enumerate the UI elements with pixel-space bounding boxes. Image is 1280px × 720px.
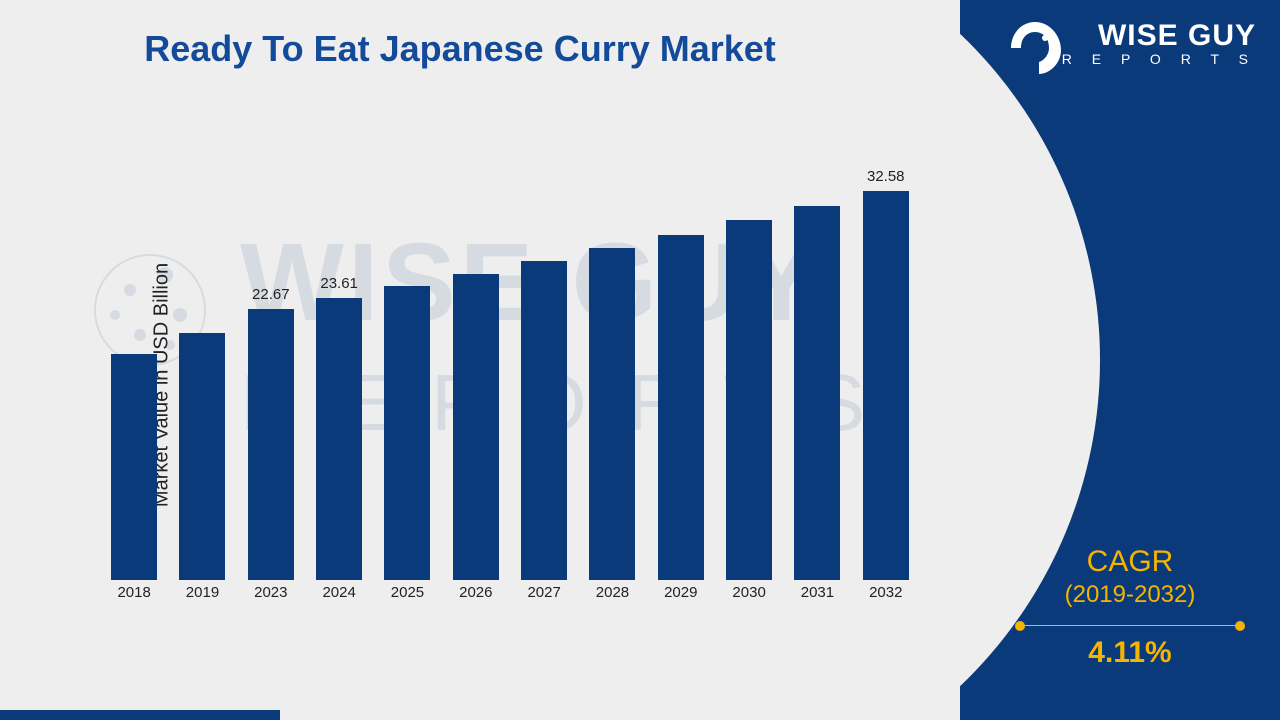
cagr-period: (2019-2032) [980, 581, 1280, 609]
bar-slot [100, 354, 168, 580]
plot-area: 22.6723.6132.58 201820192023202420252026… [100, 150, 920, 580]
bar-slot [373, 286, 441, 580]
x-axis: 2018201920232024202520262027202820292030… [100, 584, 920, 601]
brand-line1: WISE GUY [1062, 20, 1256, 52]
x-tick: 2023 [237, 584, 305, 601]
bar-value-label: 23.61 [320, 275, 358, 292]
bar-slot: 22.67 [237, 309, 305, 580]
brand-head-icon [1005, 18, 1065, 78]
bar-value-label: 22.67 [252, 286, 290, 303]
x-tick: 2031 [783, 584, 851, 601]
bar [179, 333, 225, 580]
x-tick: 2032 [852, 584, 920, 601]
bar-slot [647, 235, 715, 580]
x-tick: 2025 [373, 584, 441, 601]
bar-slot [168, 333, 236, 580]
bar [794, 206, 840, 580]
x-tick: 2027 [510, 584, 578, 601]
cagr-divider [1020, 625, 1240, 626]
bar [658, 235, 704, 580]
cagr-block: CAGR (2019-2032) 4.11% [980, 545, 1280, 670]
bar [453, 274, 499, 580]
brand-text: WISE GUY R E P O R T S [1062, 20, 1256, 66]
brand-line2: R E P O R T S [1062, 52, 1256, 67]
bar-slot [578, 248, 646, 580]
bar [863, 191, 909, 580]
bar [521, 261, 567, 580]
bar-slot: 32.58 [852, 191, 920, 580]
bar [111, 354, 157, 580]
x-tick: 2024 [305, 584, 373, 601]
cagr-label: CAGR [980, 545, 1280, 579]
bar [589, 248, 635, 580]
bar-slot [715, 220, 783, 580]
x-tick: 2019 [168, 584, 236, 601]
bar [316, 298, 362, 580]
bar-slot [442, 274, 510, 580]
bars-container: 22.6723.6132.58 [100, 150, 920, 580]
bar [384, 286, 430, 580]
bar-value-label: 32.58 [867, 168, 905, 185]
page-canvas: WISE GUY REPORTS Ready To Eat Japanese C… [0, 0, 1280, 720]
bar [726, 220, 772, 580]
chart-title: Ready To Eat Japanese Curry Market [0, 28, 920, 70]
x-tick: 2026 [442, 584, 510, 601]
bottom-accent-bar [0, 710, 280, 720]
cagr-value: 4.11% [980, 636, 1280, 670]
x-tick: 2029 [647, 584, 715, 601]
bar [248, 309, 294, 580]
bar-chart: Market Value in USD Billion 22.6723.6132… [60, 150, 920, 620]
bar-slot [510, 261, 578, 580]
x-tick: 2028 [578, 584, 646, 601]
bar-slot [783, 206, 851, 580]
x-tick: 2030 [715, 584, 783, 601]
bar-slot: 23.61 [305, 298, 373, 580]
x-tick: 2018 [100, 584, 168, 601]
